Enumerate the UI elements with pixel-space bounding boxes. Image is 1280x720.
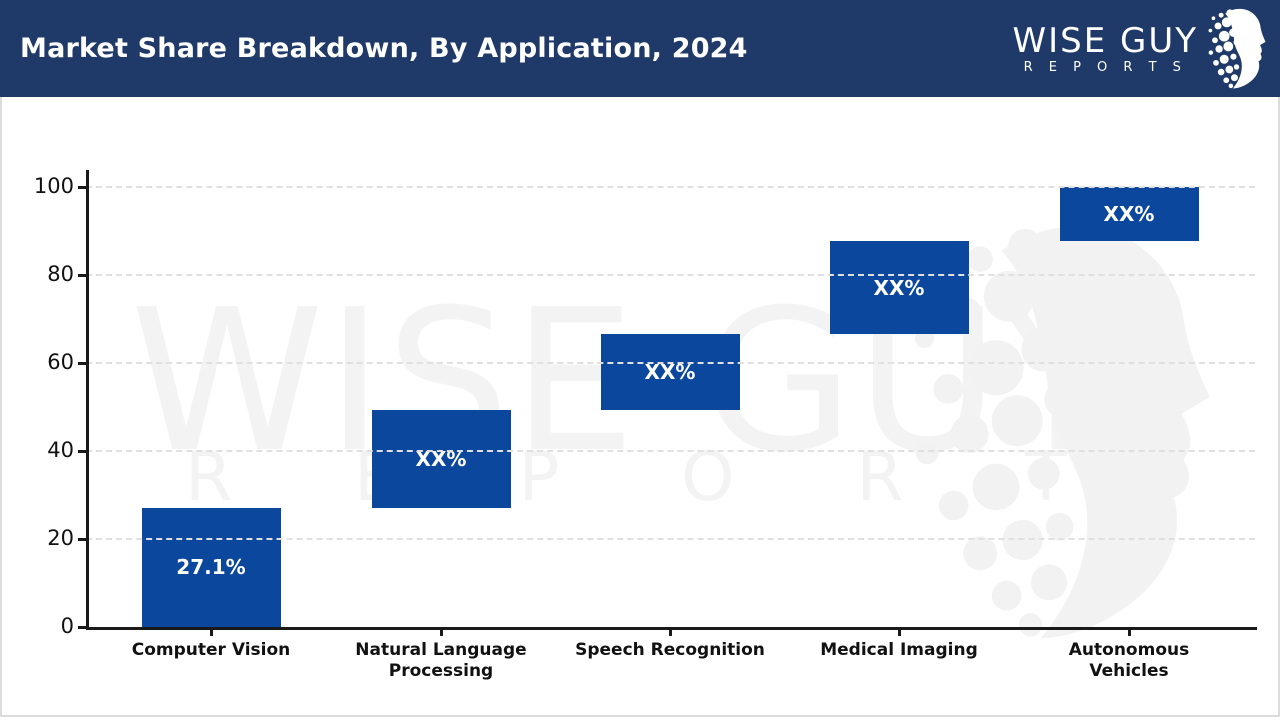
logo-subtitle: R E P O R T S (1023, 60, 1187, 75)
y-tick-label-100: 100 (33, 174, 74, 198)
chart-title: Market Share Breakdown, By Application, … (20, 33, 748, 64)
y-tick-mark-20 (78, 538, 86, 541)
bar-value-label-medical-imaging: XX% (873, 275, 925, 300)
x-axis (86, 627, 1257, 630)
x-tick-label-natural-language-processing: Natural Language Processing (355, 640, 527, 681)
bar-computer-vision: 27.1% (141, 507, 281, 627)
x-tick-label-speech-recognition: Speech Recognition (575, 640, 765, 660)
x-tick-label-medical-imaging: Medical Imaging (820, 640, 978, 660)
wiseguy-face-icon (1208, 8, 1266, 89)
canvas-frame (0, 97, 1280, 717)
bar-value-label-speech-recognition: XX% (644, 360, 696, 384)
header-band: Market Share Breakdown, By Application, … (0, 0, 1280, 97)
x-tick-mark-natural-language-processing (440, 629, 443, 636)
bar-medical-imaging: XX% (829, 241, 969, 334)
y-tick-label-20: 20 (47, 526, 74, 550)
gridline-20 (86, 538, 1255, 540)
y-tick-label-80: 80 (47, 262, 74, 286)
x-tick-mark-autonomous-vehicles (1128, 629, 1131, 636)
logo-wordmark: WISE GUY (1012, 21, 1198, 61)
bar-value-label-computer-vision: 27.1% (176, 555, 246, 580)
bar-autonomous-vehicles: XX% (1059, 187, 1199, 242)
bar-value-label-autonomous-vehicles: XX% (1103, 202, 1155, 227)
y-tick-mark-80 (78, 274, 86, 277)
gridline-80 (86, 274, 1255, 276)
x-tick-label-computer-vision: Computer Vision (131, 640, 291, 660)
x-tick-mark-medical-imaging (898, 629, 901, 636)
y-axis (86, 170, 89, 629)
y-tick-label-0: 0 (60, 614, 74, 638)
y-tick-mark-60 (78, 362, 86, 365)
x-tick-mark-computer-vision (210, 629, 213, 636)
y-tick-label-40: 40 (47, 438, 74, 462)
gridline-40 (86, 450, 1255, 452)
y-tick-mark-0 (78, 626, 86, 629)
bar-natural-language-processing: XX% (371, 410, 511, 508)
gridline-60 (86, 362, 1255, 364)
bar-speech-recognition: XX% (600, 333, 740, 411)
x-tick-label-autonomous-vehicles: Autonomous Vehicles (1068, 640, 1190, 681)
x-tick-mark-speech-recognition (669, 629, 672, 636)
wiseguy-logo: WISE GUY R E P O R T S (1012, 8, 1268, 90)
y-tick-label-60: 60 (47, 350, 74, 374)
gridline-100 (86, 186, 1255, 188)
y-tick-mark-40 (78, 450, 86, 453)
wiseguy-logo-text: WISE GUY R E P O R T S (1012, 22, 1198, 76)
y-tick-mark-100 (78, 186, 86, 189)
